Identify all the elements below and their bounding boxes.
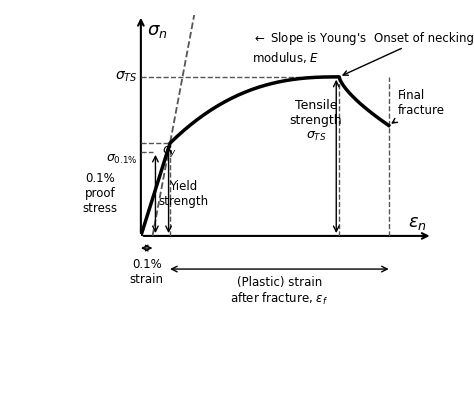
Text: Final
fracture: Final fracture [392,89,445,123]
Text: $\sigma_y$: $\sigma_y$ [163,144,178,159]
Text: $\leftarrow$ Slope is Young's
modulus, $E$: $\leftarrow$ Slope is Young's modulus, $… [252,31,367,65]
Text: $\varepsilon_n$: $\varepsilon_n$ [408,214,427,231]
Text: (Plastic) strain
after fracture, $\varepsilon_f$: (Plastic) strain after fracture, $\varep… [230,276,328,307]
Text: 0.1%
strain: 0.1% strain [130,258,164,286]
Text: $\sigma_n$: $\sigma_n$ [147,21,167,40]
Text: Onset of necking: Onset of necking [343,31,474,75]
Text: $\sigma_{0.1\%}$: $\sigma_{0.1\%}$ [106,153,138,166]
Text: Yield
strength: Yield strength [158,180,208,208]
Text: 0.1%
proof
stress: 0.1% proof stress [82,172,118,216]
Text: Tensile
strength
$\sigma_{TS}$: Tensile strength $\sigma_{TS}$ [290,99,342,143]
Text: $\sigma_{TS}$: $\sigma_{TS}$ [115,69,138,84]
